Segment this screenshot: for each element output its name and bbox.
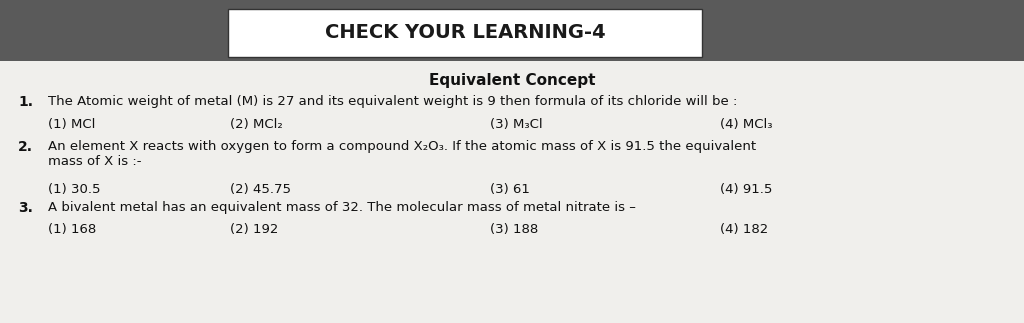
Text: (1) 168: (1) 168 [48, 223, 96, 236]
Text: (2) 192: (2) 192 [230, 223, 279, 236]
Text: (3) 188: (3) 188 [490, 223, 539, 236]
Bar [0, 0, 1024, 63]
Text: Equivalent Concept: Equivalent Concept [429, 73, 595, 88]
Text: (4) MCl₃: (4) MCl₃ [720, 118, 772, 131]
Text: (4) 91.5: (4) 91.5 [720, 183, 772, 196]
Text: (2) 45.75: (2) 45.75 [230, 183, 291, 196]
FancyBboxPatch shape [228, 9, 702, 57]
Text: 3.: 3. [18, 201, 33, 215]
Text: (4) 182: (4) 182 [720, 223, 768, 236]
Text: 1.: 1. [18, 95, 33, 109]
Text: CHECK YOUR LEARNING-4: CHECK YOUR LEARNING-4 [325, 23, 605, 41]
Text: 2.: 2. [18, 140, 33, 154]
Text: A bivalent metal has an equivalent mass of 32. The molecular mass of metal nitra: A bivalent metal has an equivalent mass … [48, 201, 636, 214]
Text: (1) MCl: (1) MCl [48, 118, 95, 131]
Text: (3) M₃Cl: (3) M₃Cl [490, 118, 543, 131]
Text: (1) 30.5: (1) 30.5 [48, 183, 100, 196]
Text: The Atomic weight of metal (M) is 27 and its equivalent weight is 9 then formula: The Atomic weight of metal (M) is 27 and… [48, 95, 737, 108]
Text: (3) 61: (3) 61 [490, 183, 529, 196]
Text: An element X reacts with oxygen to form a compound X₂O₃. If the atomic mass of X: An element X reacts with oxygen to form … [48, 140, 756, 168]
Text: (2) MCl₂: (2) MCl₂ [230, 118, 283, 131]
Bar [0, 61, 1024, 323]
